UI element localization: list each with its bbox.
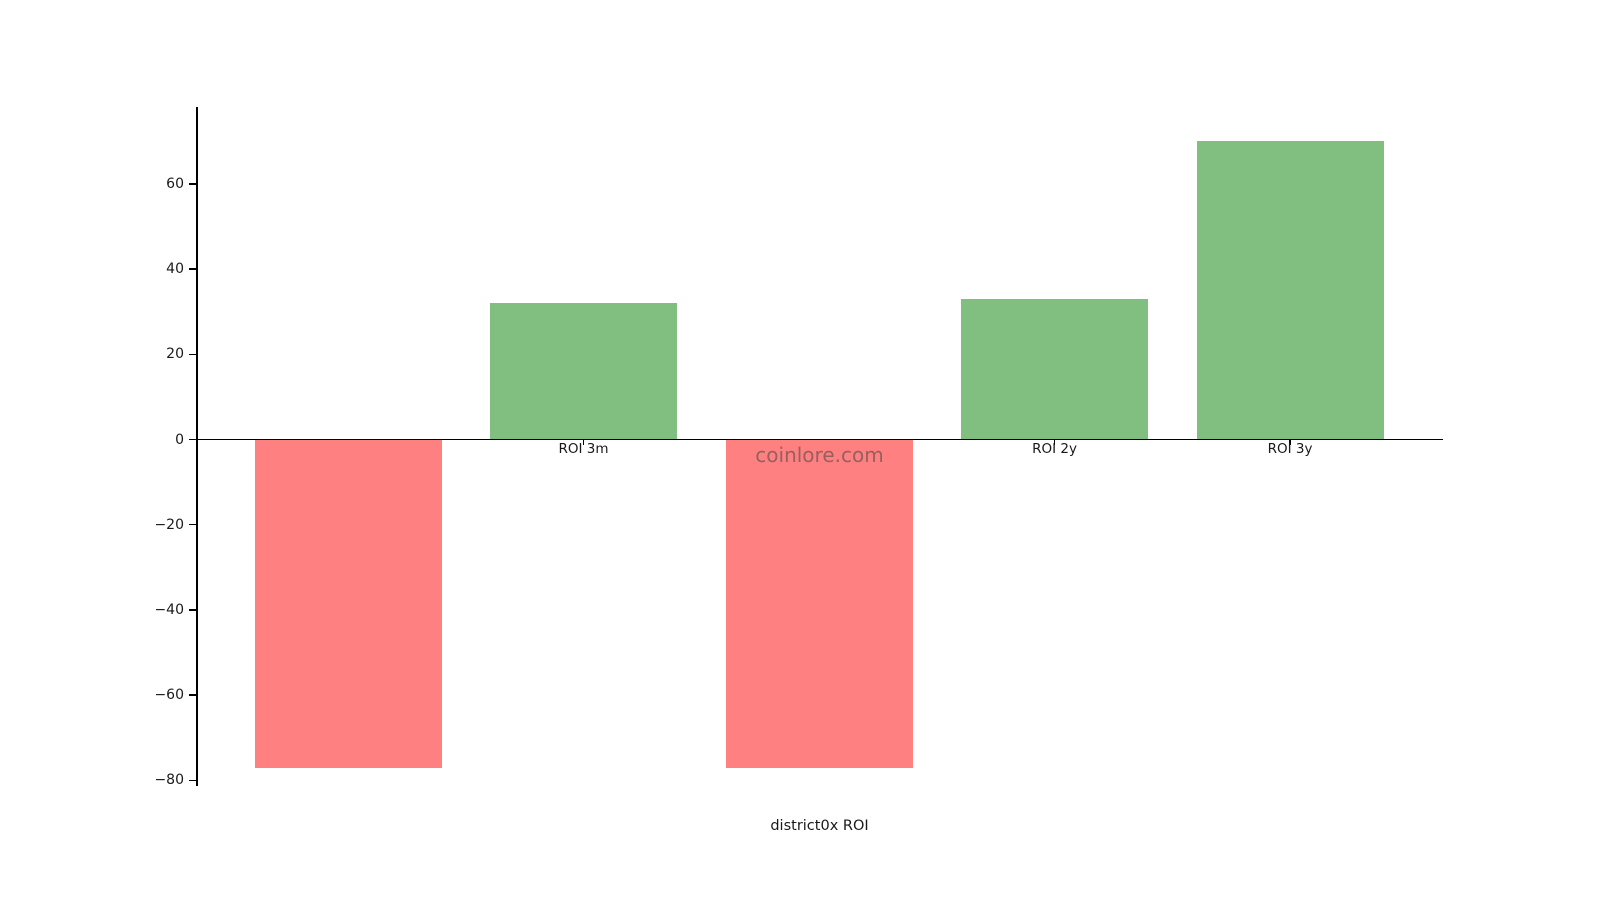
y-tick-label: −60 xyxy=(154,687,184,704)
y-tick-mark xyxy=(189,694,196,696)
bar-category-0 xyxy=(254,439,442,768)
y-tick-mark xyxy=(189,523,196,526)
y-tick-label: 40 xyxy=(166,261,184,278)
y-tick-mark xyxy=(189,779,196,782)
bar-roi-3m xyxy=(490,303,677,440)
bar-roi-3y xyxy=(1196,141,1384,440)
watermark-text: coinlore.com xyxy=(755,442,884,467)
y-tick-label: −80 xyxy=(154,772,184,789)
y-tick-mark xyxy=(189,609,196,611)
bar-roi-2y xyxy=(961,298,1148,440)
y-tick-mark xyxy=(189,268,196,270)
y-tick-label: 20 xyxy=(166,346,184,363)
x-tick-mark xyxy=(1289,439,1291,445)
chart-title: district0x ROI xyxy=(770,818,869,834)
x-tick-label: ROI 3m xyxy=(558,440,609,457)
x-axis-zero-line xyxy=(196,438,1443,441)
y-tick-label: −40 xyxy=(154,601,184,618)
y-tick-mark xyxy=(189,438,196,441)
y-tick-label: 0 xyxy=(175,431,184,448)
y-tick-label: 60 xyxy=(166,175,184,192)
y-tick-label: −20 xyxy=(154,516,184,533)
y-tick-mark xyxy=(189,183,196,185)
y-tick-mark xyxy=(189,353,196,356)
x-tick-mark xyxy=(1053,439,1056,445)
x-tick-mark xyxy=(582,439,585,445)
x-tick-label: ROI 2y xyxy=(1032,440,1077,457)
y-axis-line xyxy=(196,107,198,786)
x-tick-label: ROI 3y xyxy=(1267,440,1313,457)
bar-category-2 xyxy=(725,439,913,768)
